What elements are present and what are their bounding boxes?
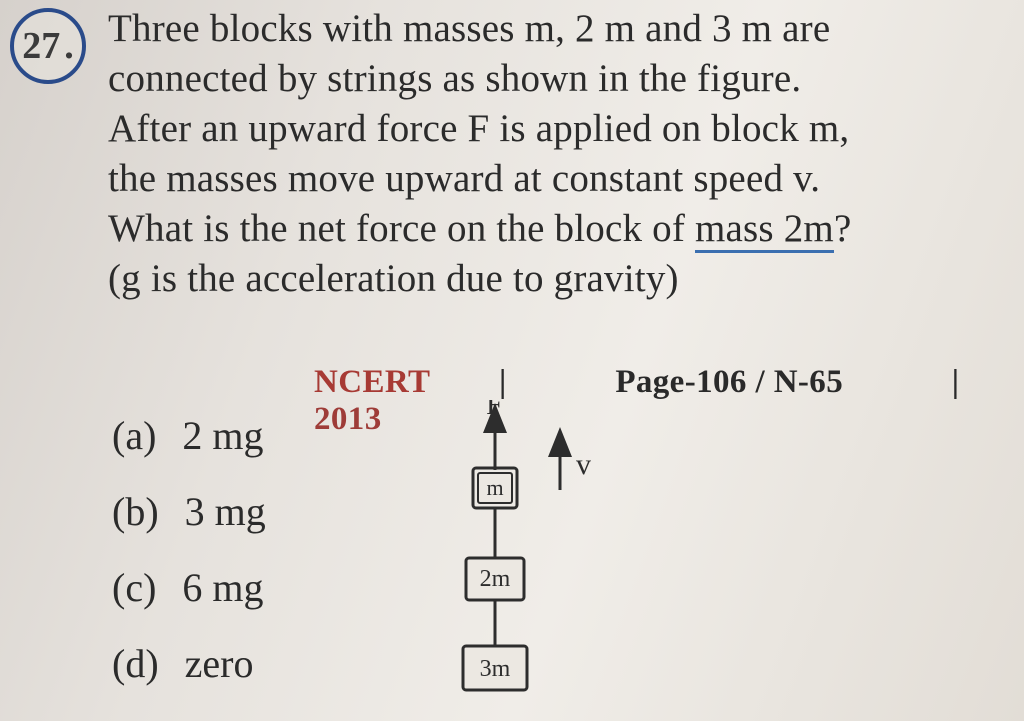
option-a-label: (a) [112, 413, 156, 458]
option-d-label: (d) [112, 641, 159, 686]
source-ncert: NCERT [314, 364, 430, 400]
option-d: (d) zero [112, 644, 266, 684]
source-sep1: | [430, 364, 555, 400]
option-b-label: (b) [112, 489, 159, 534]
question-line-5-pre: What is the net force on the block of [108, 207, 695, 250]
option-a: (a) 2 mg [112, 416, 266, 456]
question-number-circle: 27. [10, 8, 86, 84]
option-c-value: 6 mg [182, 565, 263, 610]
question-line-3: After an upward force F is applied on bl… [108, 107, 849, 150]
velocity-label: v [576, 448, 591, 481]
force-label: F [486, 400, 503, 421]
source-page: Page-106 / N-65 [555, 364, 883, 400]
question-number: 27 [22, 24, 60, 68]
option-a-value: 2 mg [182, 413, 263, 458]
question-line-2: connected by strings as shown in the fig… [108, 57, 801, 100]
source-sep2: | [883, 364, 999, 400]
block-3m-label: 3m [480, 656, 511, 682]
question-line-1: Three blocks with masses m, 2 m and 3 m … [108, 7, 830, 50]
options-list: (a) 2 mg (b) 3 mg (c) 6 mg (d) zero [112, 416, 266, 720]
question-number-dot: . [64, 24, 74, 68]
block-m-label: m [486, 475, 503, 500]
question-text: Three blocks with masses m, 2 m and 3 m … [108, 4, 1000, 303]
question-line-6: (g is the acceleration due to gravity) [108, 257, 679, 300]
option-c-label: (c) [112, 565, 156, 610]
option-d-value: zero [185, 641, 254, 686]
question-number-wrap: 27. [10, 8, 86, 84]
option-b: (b) 3 mg [112, 492, 266, 532]
page: 27. Three blocks with masses m, 2 m and … [0, 0, 1024, 721]
blocks-diagram: F v m 2m 3m [400, 400, 660, 720]
question-underlined-phrase: mass 2m [695, 207, 834, 253]
option-b-value: 3 mg [185, 489, 266, 534]
source-year: 2013 [314, 401, 382, 437]
option-c: (c) 6 mg [112, 568, 266, 608]
question-line-4: the masses move upward at constant speed… [108, 157, 820, 200]
question-line-5-post: ? [834, 207, 852, 250]
block-2m-label: 2m [480, 566, 511, 592]
